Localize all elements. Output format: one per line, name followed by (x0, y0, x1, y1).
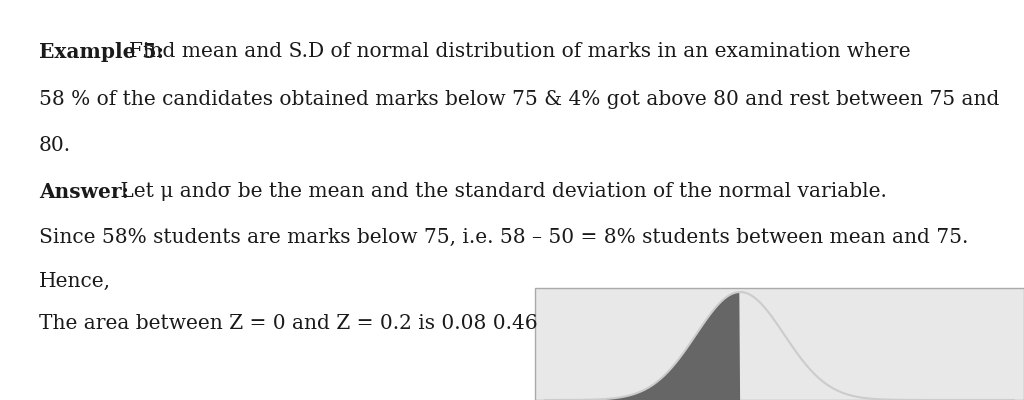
Text: Since 58% students are marks below 75, i.e. 58 – 50 = 8% students between mean a: Since 58% students are marks below 75, i… (39, 228, 969, 247)
Text: Answer:: Answer: (39, 182, 129, 202)
Text: 80.: 80. (39, 136, 71, 155)
Text: Find mean and S.D of normal distribution of marks in an examination where: Find mean and S.D of normal distribution… (129, 42, 910, 61)
Text: Hence,: Hence, (39, 272, 111, 291)
Text: The area between Z = 0 and Z = 0.2 is 0.08 0.46: The area between Z = 0 and Z = 0.2 is 0.… (39, 314, 538, 333)
Text: Let μ andσ be the mean and the standard deviation of the normal variable.: Let μ andσ be the mean and the standard … (114, 182, 887, 201)
FancyBboxPatch shape (535, 288, 1024, 400)
Text: Example 5:: Example 5: (39, 42, 164, 62)
Text: 58 % of the candidates obtained marks below 75 & 4% got above 80 and rest betwee: 58 % of the candidates obtained marks be… (39, 90, 999, 109)
Polygon shape (545, 292, 740, 400)
